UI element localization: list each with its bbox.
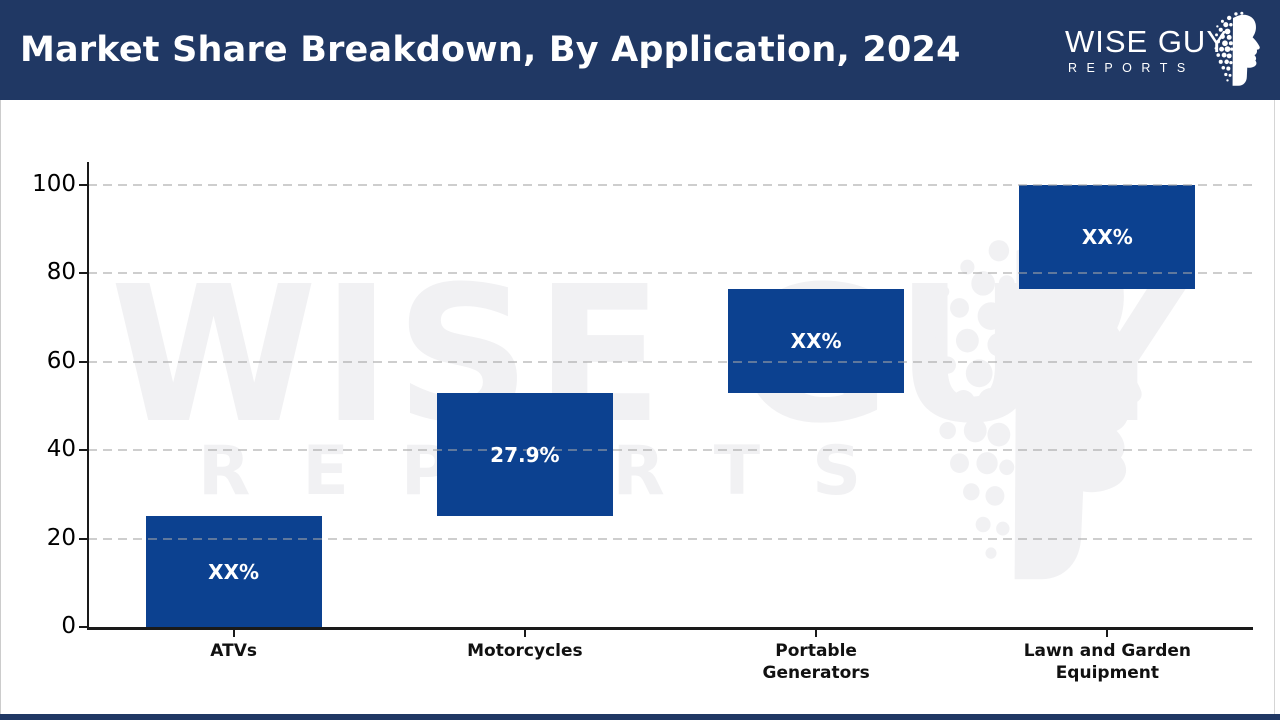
logo-text: WISE GUY REPORTS [1065,26,1228,75]
bar-atvs [145,516,322,627]
gridline-20 [88,537,1253,540]
y-tick-label-20: 20 [46,524,76,551]
x-category-label: Lawn and Garden Equipment [1023,641,1192,683]
x-tick-0 [232,629,235,637]
bar-motorcycles [436,392,613,517]
page-title: Market Share Breakdown, By Application, … [20,30,961,70]
gridline-40 [88,449,1253,451]
y-tick-0 [79,626,88,628]
x-category-label: ATVs [210,641,257,661]
logo-wordmark: WISE GUY [1064,23,1228,59]
gridline-60 [88,360,1253,363]
y-tick-20 [79,537,88,540]
header-bar: Market Share Breakdown, By Application, … [0,0,1280,100]
y-tick-label-100: 100 [32,170,76,197]
y-tick-label-0: 0 [61,613,76,639]
y-tick-label-40: 40 [46,436,76,462]
footer-accent-strip [0,714,1280,720]
right-border [1274,100,1275,714]
gridline-80 [88,272,1253,274]
y-tick-label-60: 60 [46,347,76,374]
wise-guy-reports-logo: WISE GUY REPORTS [1065,10,1280,90]
y-tick-label-80: 80 [46,259,76,285]
head-profile-dots-icon [1214,10,1268,90]
x-tick-2 [815,629,818,637]
x-tick-3 [1106,629,1109,637]
bar-portable-generators [728,288,905,393]
bar-value-label: 27.9% [490,442,560,467]
y-tick-60 [79,360,88,363]
x-tick-1 [523,629,526,637]
x-axis-line [87,627,1253,630]
y-tick-80 [79,272,88,274]
x-category-label: Motorcycles [467,641,583,661]
left-border [0,100,1,714]
bar-value-label: XX% [208,559,260,584]
x-category-label: Portable Generators [762,641,870,683]
y-tick-40 [79,449,88,451]
watermark-wordmark: WISE GUY [110,246,1192,465]
bar-value-label: XX% [1081,224,1133,249]
bar-value-label: XX% [790,328,842,353]
y-tick-100 [79,183,88,186]
logo-subtitle: REPORTS [1067,60,1195,75]
gridline-100 [88,183,1253,186]
y-axis-line [87,162,89,629]
bar-lawn-and-garden-equipment [1019,184,1196,289]
